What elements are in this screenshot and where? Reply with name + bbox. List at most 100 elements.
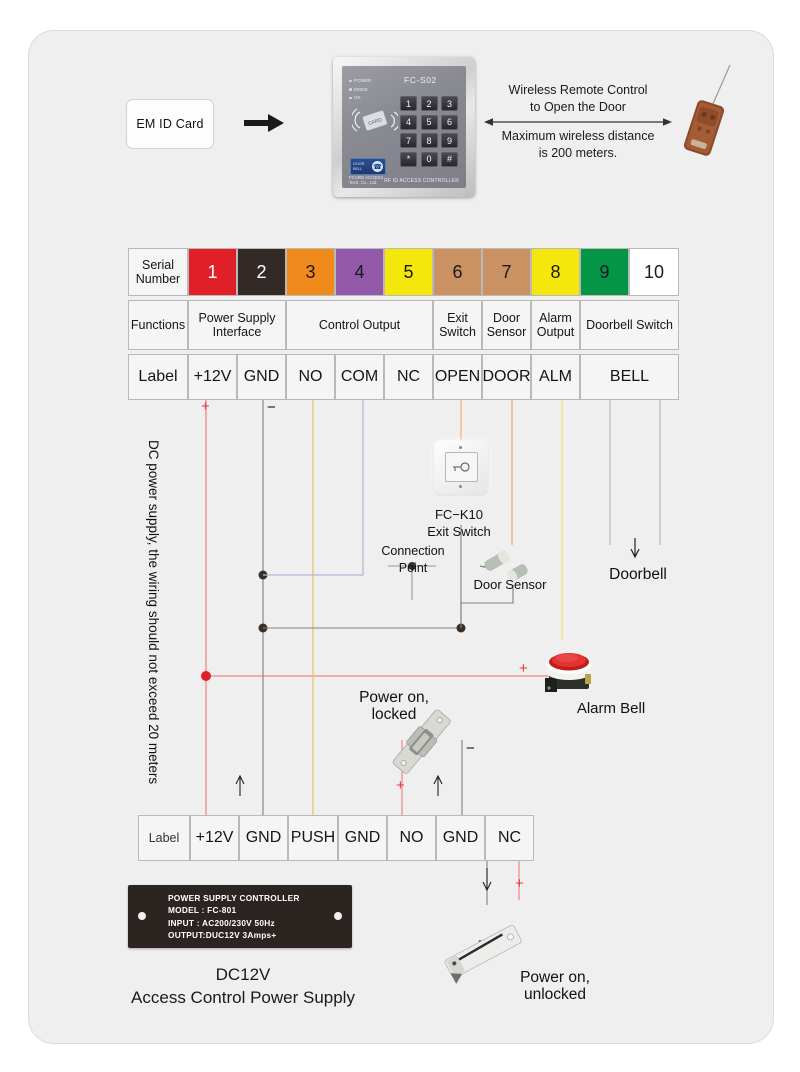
psu-screw-left: [138, 912, 146, 920]
power-supply-controller-device: POWER SUPPLY CONTROLLER MODEL : FC-801 I…: [128, 885, 352, 948]
wireless-distance-note: Maximum wireless distance is 200 meters.: [501, 129, 655, 160]
double-headed-arrow-icon: [484, 118, 672, 126]
serial-cell-8: 8: [531, 248, 580, 296]
psu-label-12v: +12V: [190, 815, 239, 861]
serial-cell-3: 3: [286, 248, 335, 296]
polarity-plus-12v: +: [201, 398, 210, 415]
reader-keypad[interactable]: 1 2 3 4 5 6 7 8 9 * 0 #: [400, 96, 458, 167]
key-0[interactable]: 0: [420, 151, 438, 167]
reader-doorbell-label: DOOR BELL: [353, 162, 365, 171]
table-row-functions: Functions Power Supply Interface Control…: [128, 300, 679, 350]
reader-doorbell-button[interactable]: DOOR BELL ☎: [350, 158, 386, 175]
function-door-sensor: Door Sensor: [482, 300, 531, 350]
psu-label-nc: NC: [485, 815, 534, 861]
exit-switch-label: FC−K10 Exit Switch: [427, 507, 491, 539]
alarm-bell-icon: [545, 653, 592, 692]
bell-icon: ☎: [372, 161, 383, 172]
led-ok: OK: [349, 94, 371, 103]
psu-line-2: MODEL : FC-801: [168, 905, 237, 916]
exit-switch-device: [434, 440, 488, 494]
serial-cell-2: 2: [237, 248, 286, 296]
led-mode: MODE: [349, 86, 371, 95]
lock-locked-label: Power on, locked: [359, 689, 429, 723]
right-arrow-icon: [244, 114, 284, 132]
alarm-bell-label: Alarm Bell: [576, 700, 646, 717]
lock-unlocked-label: Power on, unlocked: [520, 969, 590, 1003]
remote-key-fob-icon: [683, 64, 731, 156]
serial-cell-7: 7: [482, 248, 531, 296]
polarity-plus-alarm: +: [519, 660, 528, 677]
psu-label-gnd-1: GND: [239, 815, 288, 861]
function-control-output: Control Output: [286, 300, 433, 350]
reader-model-label: FC-S02: [404, 75, 437, 85]
label-cell-door: DOOR: [482, 354, 531, 400]
label-cell-open: OPEN: [433, 354, 482, 400]
function-exit-switch: Exit Switch: [433, 300, 482, 350]
label-cell-alm: ALM: [531, 354, 580, 400]
reader-subtitle-label: RF ID ACCESS CONTROLLER: [384, 178, 459, 184]
door-sensor-label: Door Sensor: [473, 577, 547, 592]
psu-line-4: OUTPUT:DUC12V 3Amps+: [168, 929, 277, 940]
connection-point-label: Connection Point: [381, 544, 445, 575]
table-row-labels: Label +12V GND NO COM NC OPEN DOOR ALM B…: [128, 354, 679, 400]
key-7[interactable]: 7: [400, 133, 417, 148]
serial-cell-10: 10: [629, 248, 679, 296]
table-row-serial: Serial Number 1 2 3 4 5 6 7 8 9 10: [128, 248, 679, 296]
serial-cell-4: 4: [335, 248, 384, 296]
serial-cell-6: 6: [433, 248, 482, 296]
psu-label-gnd-3: GND: [436, 815, 485, 861]
serial-cell-9: 9: [580, 248, 629, 296]
key-9[interactable]: 9: [441, 133, 458, 148]
label-cell-12v: +12V: [188, 354, 237, 400]
reader-brand-label: FCARD ACCESS Tech. Co., Ltd.: [349, 174, 384, 185]
psu-label-push: PUSH: [288, 815, 338, 861]
key-3[interactable]: 3: [441, 96, 458, 111]
key-1[interactable]: 1: [400, 96, 417, 111]
label-cell-bell: BELL: [580, 354, 679, 400]
controller-terminal-table: Serial Number 1 2 3 4 5 6 7 8 9 10 Funct…: [128, 248, 679, 400]
key-8[interactable]: 8: [420, 133, 438, 148]
psu-line-1: POWER SUPPLY CONTROLLER: [168, 893, 300, 903]
label-cell-no: NO: [286, 354, 335, 400]
wireless-remote-title: Wireless Remote Control to Open the Door: [508, 83, 648, 114]
polarity-minus-lock1: −: [466, 740, 475, 757]
key-2[interactable]: 2: [420, 96, 438, 111]
access-controller-device: FC-S02 POWER MODE OK CARD DOOR BELL ☎: [333, 57, 475, 197]
dc-power-supply-note: DC power supply, the wiring should not e…: [146, 440, 161, 785]
key-star[interactable]: *: [400, 151, 417, 167]
psu-label-no: NO: [387, 815, 436, 861]
diagram-panel: [28, 30, 774, 1044]
key-5[interactable]: 5: [420, 114, 438, 130]
electric-bolt-lock-icon: [392, 709, 451, 774]
psu-row-header-label: Label: [138, 815, 190, 861]
key-icon: [453, 462, 470, 472]
function-power-supply-interface: Power Supply Interface: [188, 300, 286, 350]
row-header-label: Label: [128, 354, 188, 400]
electric-strike-lock-icon: [444, 924, 522, 984]
key-hash[interactable]: #: [441, 151, 458, 167]
svg-text:CARD: CARD: [368, 117, 384, 127]
function-alarm-output: Alarm Output: [531, 300, 580, 350]
psu-screw-right: [334, 912, 342, 920]
em-id-card: EM ID Card: [126, 99, 214, 149]
key-4[interactable]: 4: [400, 114, 417, 130]
polarity-minus-gnd: −: [267, 399, 276, 416]
psu-terminal-table: Label +12V GND PUSH GND NO GND NC: [138, 815, 534, 861]
psu-caption: DC12V Access Control Power Supply: [131, 965, 355, 1007]
serial-cell-1: 1: [188, 248, 237, 296]
row-header-functions: Functions: [128, 300, 188, 350]
door-sensor-icon: [480, 550, 528, 581]
label-cell-nc: NC: [384, 354, 433, 400]
reader-led-list: POWER MODE OK: [349, 77, 371, 103]
psu-spec-text: POWER SUPPLY CONTROLLER MODEL : FC-801 I…: [168, 892, 300, 941]
psu-label-gnd-2: GND: [338, 815, 387, 861]
polarity-plus-lock1: +: [396, 777, 405, 794]
doorbell-label: Doorbell: [609, 566, 667, 583]
em-id-card-label: EM ID Card: [136, 117, 204, 131]
row-header-serial: Serial Number: [128, 248, 188, 296]
psu-line-3: INPUT : AC200/230V 50Hz: [168, 917, 275, 928]
led-power: POWER: [349, 77, 371, 86]
polarity-plus-lock2: +: [515, 875, 524, 892]
key-6[interactable]: 6: [441, 114, 458, 130]
